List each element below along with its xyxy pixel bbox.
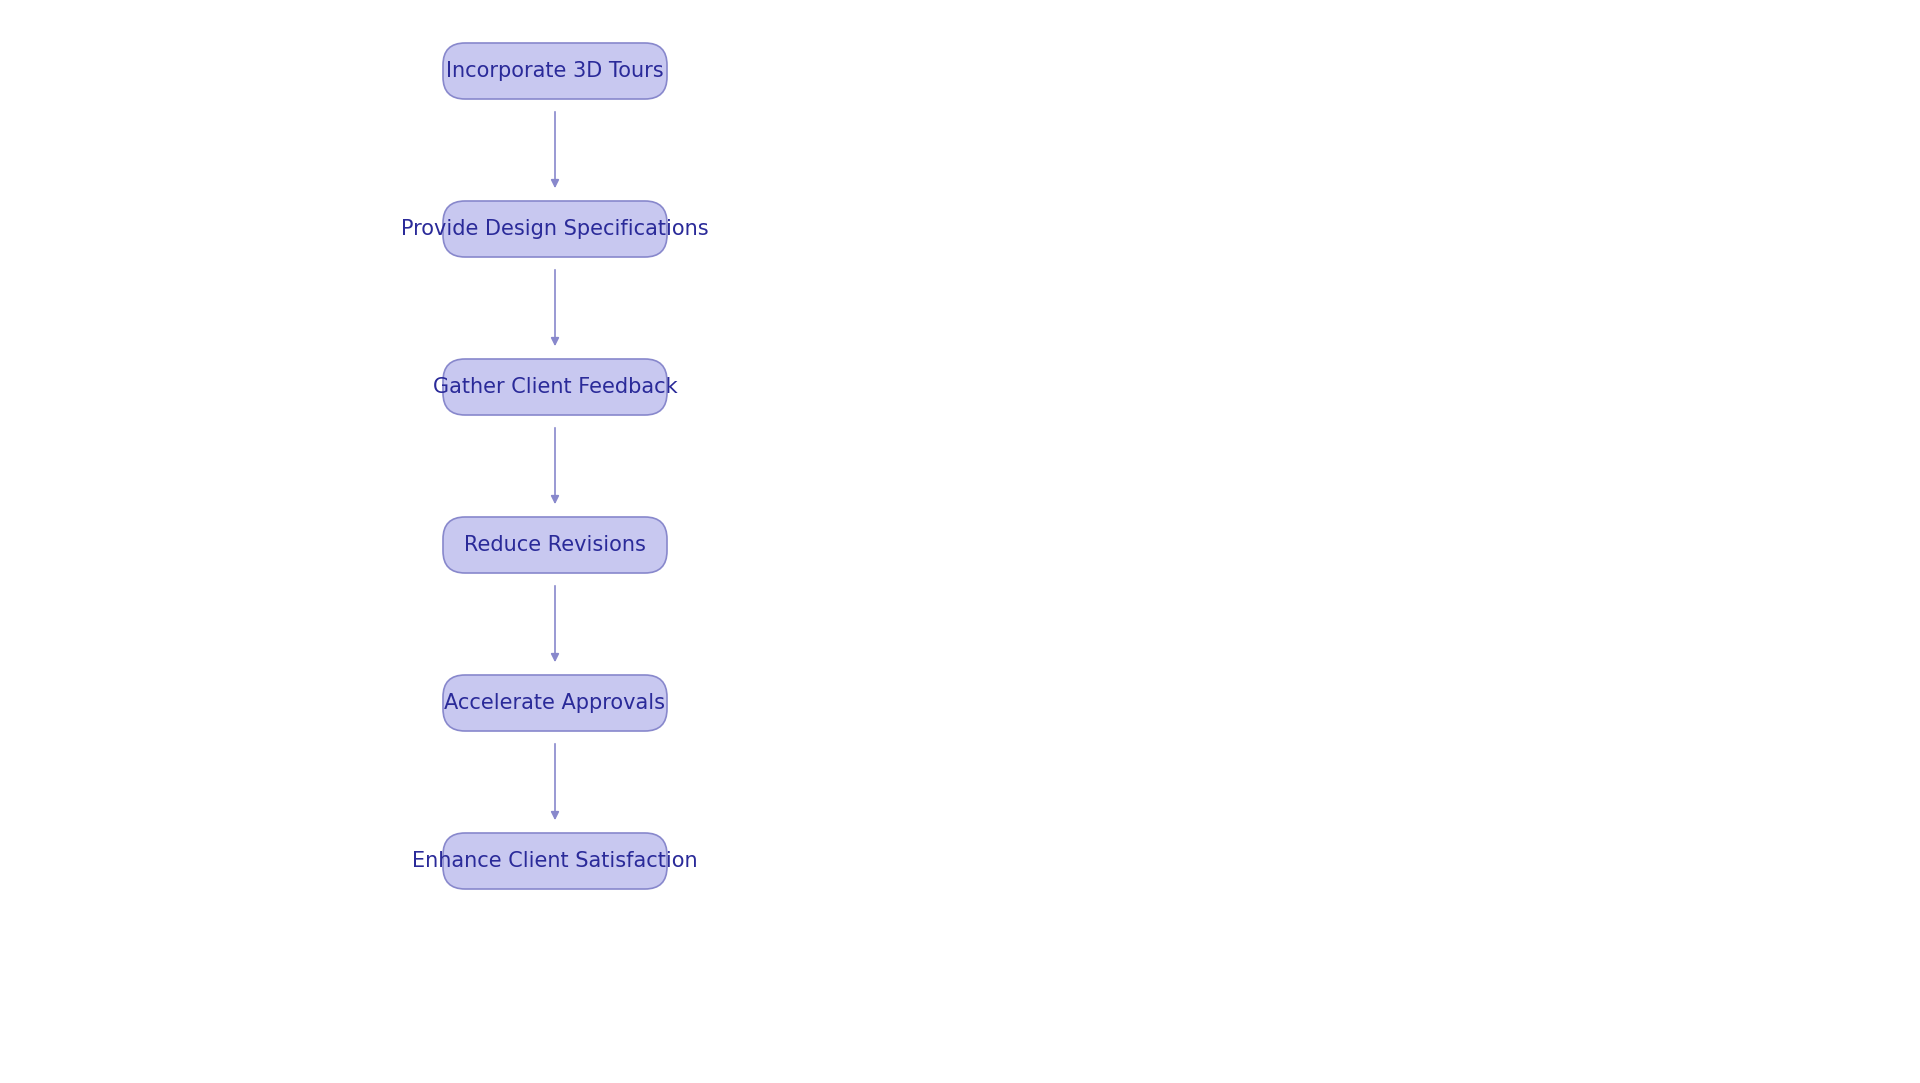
FancyBboxPatch shape xyxy=(444,43,666,99)
Text: Accelerate Approvals: Accelerate Approvals xyxy=(445,693,666,713)
FancyBboxPatch shape xyxy=(444,517,666,573)
FancyBboxPatch shape xyxy=(444,358,666,415)
Text: Incorporate 3D Tours: Incorporate 3D Tours xyxy=(445,61,664,81)
Text: Provide Design Specifications: Provide Design Specifications xyxy=(401,219,708,239)
Text: Enhance Client Satisfaction: Enhance Client Satisfaction xyxy=(413,851,697,871)
Text: Reduce Revisions: Reduce Revisions xyxy=(465,535,645,554)
Text: Gather Client Feedback: Gather Client Feedback xyxy=(432,377,678,397)
FancyBboxPatch shape xyxy=(444,201,666,257)
FancyBboxPatch shape xyxy=(444,675,666,731)
FancyBboxPatch shape xyxy=(444,833,666,889)
